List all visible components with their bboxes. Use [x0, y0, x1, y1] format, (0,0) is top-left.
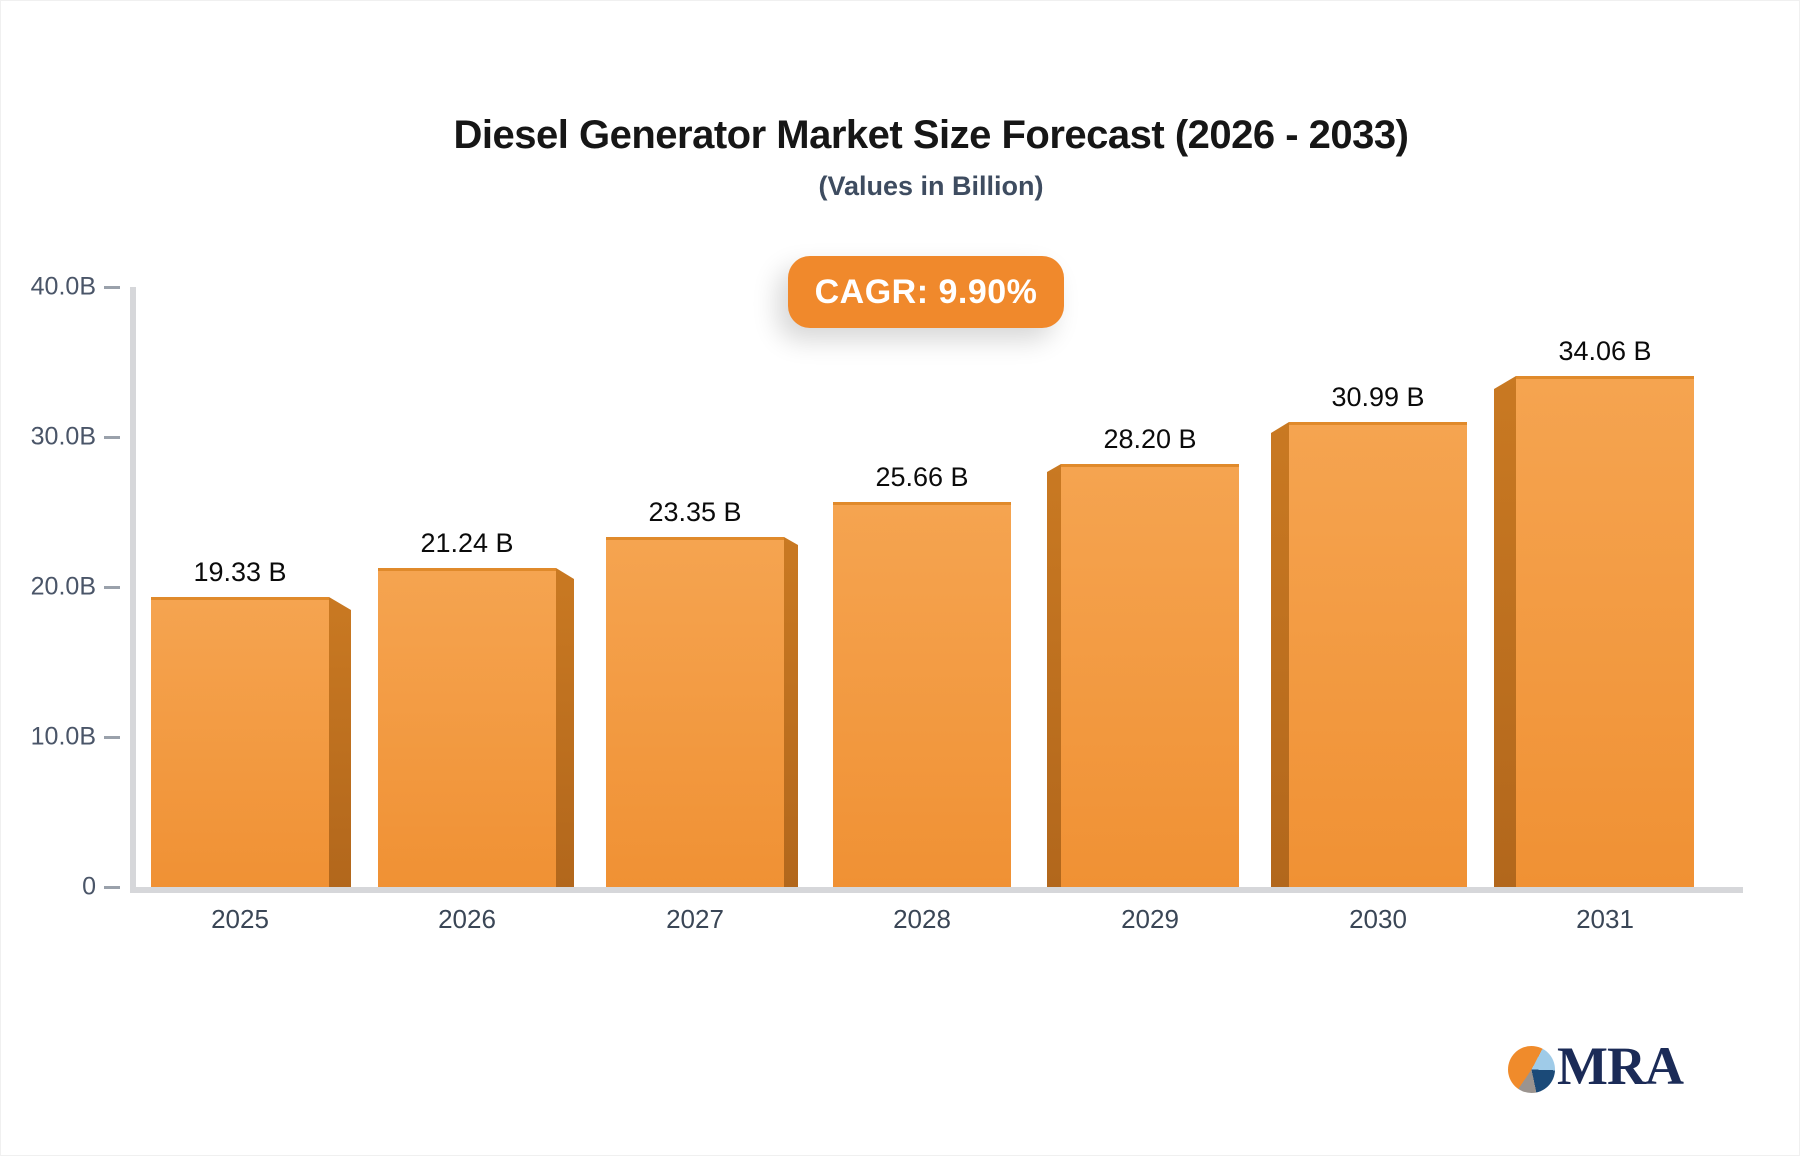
- x-axis-label-2029: 2029: [1121, 904, 1179, 934]
- bar-3d-side: [1047, 464, 1061, 887]
- page-title: Diesel Generator Market Size Forecast (2…: [453, 113, 1409, 157]
- x-axis-label-2028: 2028: [893, 904, 951, 934]
- bar-2026[interactable]: [378, 568, 556, 887]
- bar-value-label: 28.20 B: [1103, 424, 1197, 454]
- bar-value-label: 25.66 B: [875, 462, 969, 492]
- x-axis-line: [130, 887, 1743, 893]
- bar-3d-side: [784, 537, 798, 887]
- bar-3d-side: [1494, 376, 1516, 887]
- bar-2027[interactable]: [606, 537, 784, 887]
- bar-value-label: 23.35 B: [648, 497, 742, 527]
- y-tick-dash: [104, 436, 120, 439]
- y-tick-dash: [104, 286, 120, 289]
- bar-2025[interactable]: [151, 597, 329, 887]
- bar-value-label: 19.33 B: [193, 557, 287, 587]
- brand-logo-text: MRA: [1557, 1036, 1684, 1096]
- y-tick-label: 0: [82, 872, 96, 901]
- y-tick-label: 20.0B: [30, 572, 96, 601]
- bar-value-label: 34.06 B: [1558, 336, 1652, 366]
- y-tick-dash: [104, 886, 120, 889]
- x-axis-label-2030: 2030: [1349, 904, 1407, 934]
- bar-3d-side: [556, 568, 574, 887]
- bar-3d-side: [1271, 422, 1289, 887]
- x-axis-label-2027: 2027: [666, 904, 724, 934]
- pie-chart-icon: [1508, 1045, 1555, 1093]
- page-subtitle: (Values in Billion): [818, 171, 1044, 201]
- brand-logo: MRA: [1508, 1036, 1684, 1096]
- bar-2029[interactable]: [1061, 464, 1239, 887]
- y-tick-dash: [104, 736, 120, 739]
- y-tick-label: 40.0B: [30, 272, 96, 301]
- bar-value-label: 30.99 B: [1331, 382, 1425, 412]
- y-tick-label: 10.0B: [30, 722, 96, 751]
- bar-3d-side: [329, 597, 351, 887]
- x-axis-label-2031: 2031: [1576, 904, 1634, 934]
- cagr-badge: CAGR: 9.90%: [788, 256, 1064, 328]
- y-tick-label: 30.0B: [30, 422, 96, 451]
- y-tick-dash: [104, 586, 120, 589]
- bar-value-label: 21.24 B: [420, 528, 514, 558]
- bar-2031[interactable]: [1516, 376, 1694, 887]
- x-axis-label-2025: 2025: [211, 904, 269, 934]
- x-axis-label-2026: 2026: [438, 904, 496, 934]
- bar-2028[interactable]: [833, 502, 1011, 887]
- y-axis-line: [130, 287, 136, 893]
- bar-2030[interactable]: [1289, 422, 1467, 887]
- cagr-badge-label: CAGR: 9.90%: [814, 272, 1038, 311]
